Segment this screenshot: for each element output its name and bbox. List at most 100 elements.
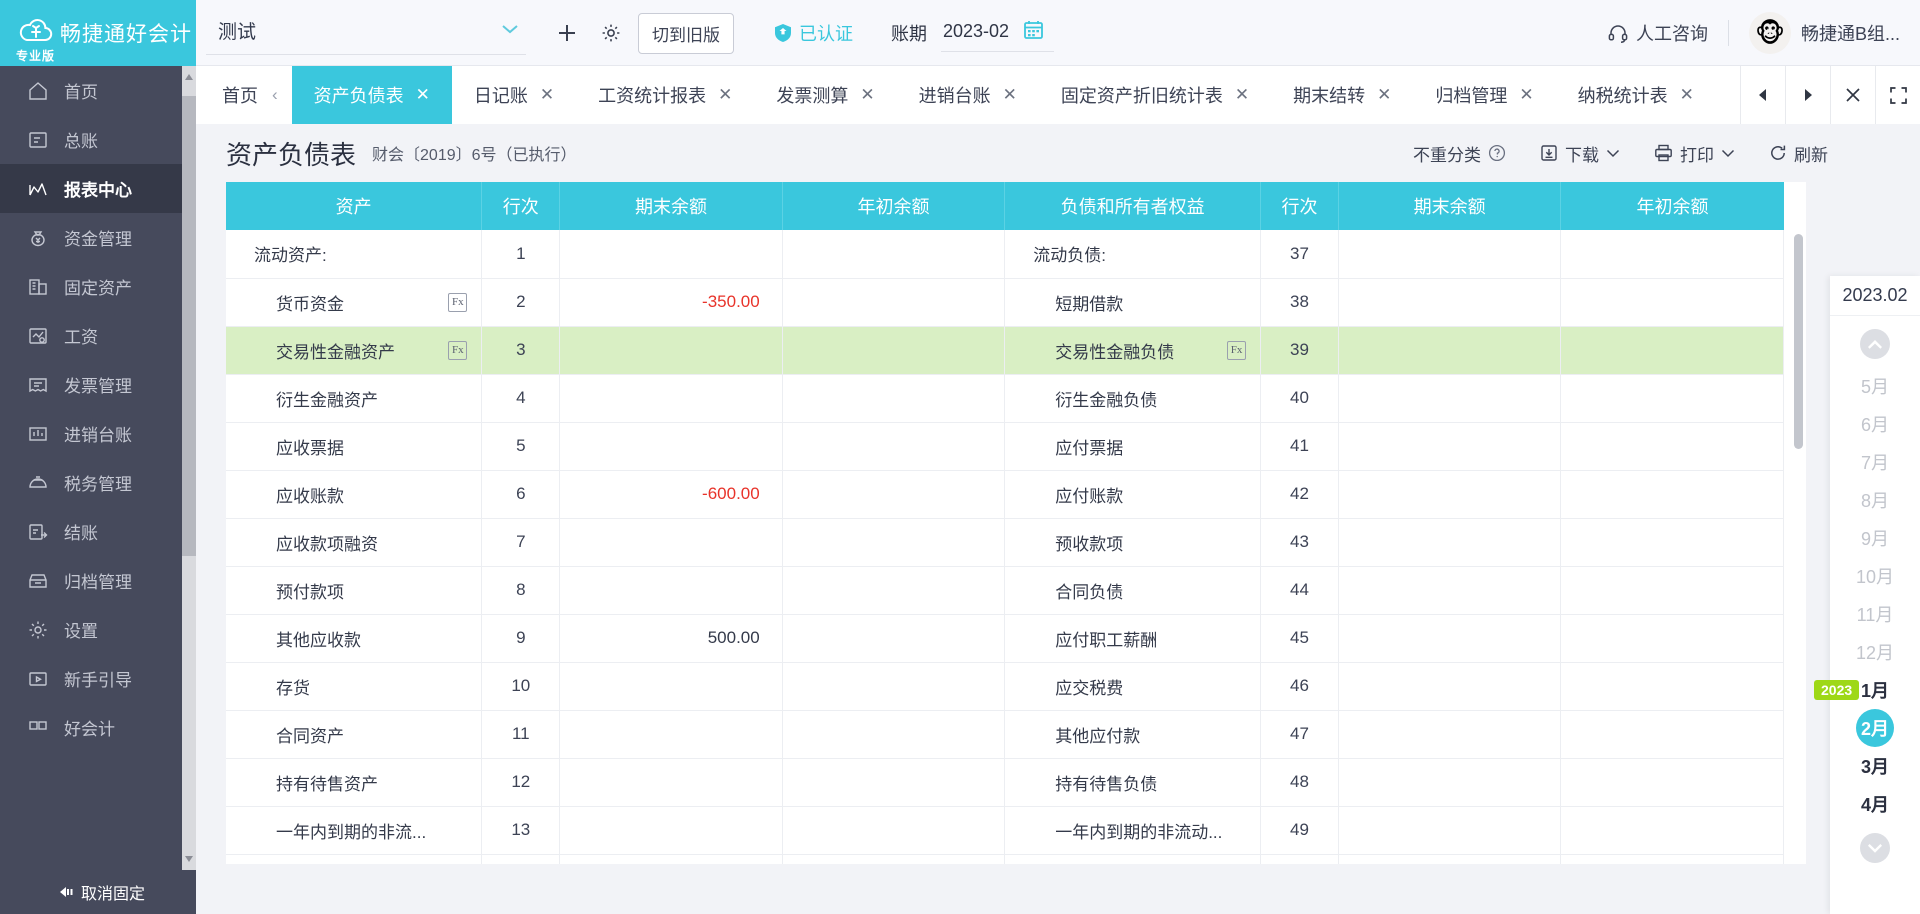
- tab-payroll-report[interactable]: 工资统计报表 ✕: [576, 66, 754, 124]
- cell-beginning-balance[interactable]: [1560, 470, 1784, 519]
- help-circle-icon[interactable]: [1488, 144, 1506, 162]
- cell-beginning-balance[interactable]: [1560, 374, 1784, 423]
- cell-item[interactable]: 交易性金融负债 Fx: [1004, 326, 1262, 375]
- cell-ending-balance[interactable]: [1338, 614, 1562, 663]
- column-header-liability[interactable]: 负债和所有者权益: [1004, 182, 1262, 230]
- cell-item[interactable]: 其他应付款: [1004, 710, 1262, 759]
- cell-ending-balance[interactable]: [559, 662, 783, 711]
- cell-ending-balance[interactable]: [559, 566, 783, 615]
- close-icon[interactable]: ✕: [539, 85, 555, 104]
- table-row[interactable]: 预付款项 8 合同负债 44: [226, 566, 1784, 615]
- close-icon[interactable]: ✕: [1377, 85, 1392, 104]
- cell-ending-balance[interactable]: [559, 806, 783, 855]
- cell-item[interactable]: 其他应收款: [226, 614, 483, 663]
- cell-ending-balance[interactable]: [1338, 710, 1562, 759]
- sidebar-scroll-down-icon[interactable]: [182, 848, 196, 870]
- add-button[interactable]: [550, 16, 584, 50]
- cell-item[interactable]: 应付职工薪酬: [1004, 614, 1262, 663]
- table-scrollbar[interactable]: [1794, 234, 1803, 859]
- cell-item[interactable]: 合同负债: [1004, 566, 1262, 615]
- sidebar-item-fund-management[interactable]: 资金管理: [0, 213, 196, 262]
- sidebar-scrollbar[interactable]: [182, 66, 196, 870]
- month-item[interactable]: 2月: [1856, 709, 1894, 747]
- close-icon[interactable]: ✕: [1234, 85, 1250, 104]
- print-button[interactable]: 打印: [1654, 141, 1735, 166]
- month-item[interactable]: 10月: [1847, 557, 1903, 595]
- cell-item[interactable]: 短期借款: [1004, 278, 1262, 327]
- sidebar-item-ledger[interactable]: 总账: [0, 115, 196, 164]
- cell-item[interactable]: 应付票据: [1004, 422, 1262, 471]
- cell-beginning-balance[interactable]: [1560, 326, 1784, 375]
- month-item[interactable]: 3月: [1847, 747, 1903, 785]
- table-row[interactable]: 应收账款 6 -600.00 应付账款 42: [226, 470, 1784, 519]
- cell-item[interactable]: 货币资金 Fx: [226, 278, 483, 327]
- column-header-asset[interactable]: 资产: [226, 182, 483, 230]
- cell-beginning-balance[interactable]: [1560, 566, 1784, 615]
- column-header-liability-ending[interactable]: 期末余额: [1338, 182, 1562, 230]
- cell-item[interactable]: 其他流动资产: [226, 854, 483, 864]
- cell-beginning-balance[interactable]: [782, 614, 1006, 663]
- month-item[interactable]: 7月: [1847, 443, 1903, 481]
- tab-tax-statistics[interactable]: 纳税统计表 ✕: [1556, 66, 1716, 124]
- cell-item[interactable]: 一年内到期的非流动...: [1004, 806, 1262, 855]
- cell-beginning-balance[interactable]: [1560, 806, 1784, 855]
- cell-item[interactable]: 应收账款: [226, 470, 483, 519]
- cell-beginning-balance[interactable]: [782, 758, 1006, 807]
- month-item[interactable]: 2023 1月: [1814, 671, 1903, 709]
- avatar[interactable]: 🐵: [1748, 12, 1791, 54]
- cell-ending-balance[interactable]: [1338, 854, 1562, 864]
- sidebar-item-invoice-management[interactable]: 发票管理: [0, 360, 196, 409]
- cell-item[interactable]: 应付账款: [1004, 470, 1262, 519]
- column-header-asset-line[interactable]: 行次: [481, 182, 561, 230]
- cell-ending-balance[interactable]: [559, 230, 783, 279]
- cell-ending-balance[interactable]: [559, 422, 783, 471]
- tab-fixed-asset-depreciation[interactable]: 固定资产折旧统计表 ✕: [1039, 66, 1271, 124]
- cell-ending-balance[interactable]: [1338, 758, 1562, 807]
- sidebar-item-settlement[interactable]: 结账: [0, 507, 196, 556]
- cell-item[interactable]: 流动资产:: [226, 230, 483, 279]
- cell-item[interactable]: 应交税费: [1004, 662, 1262, 711]
- cell-item[interactable]: 应收票据: [226, 422, 483, 471]
- tab-scroll-right-button[interactable]: [1785, 66, 1830, 124]
- table-row[interactable]: 货币资金 Fx 2 -350.00 短期借款 38: [226, 278, 1784, 327]
- cell-beginning-balance[interactable]: [1560, 710, 1784, 759]
- cell-beginning-balance[interactable]: [782, 374, 1006, 423]
- cell-ending-balance[interactable]: [559, 758, 783, 807]
- table-row[interactable]: 应收票据 5 应付票据 41: [226, 422, 1784, 471]
- chevron-down-circle-icon[interactable]: [1860, 833, 1890, 863]
- tab-balance-sheet[interactable]: 资产负债表 ✕: [291, 66, 452, 124]
- table-row[interactable]: 流动资产: 1 流动负债: 37: [226, 230, 1784, 279]
- cell-beginning-balance[interactable]: [782, 278, 1006, 327]
- cell-beginning-balance[interactable]: [1560, 422, 1784, 471]
- download-button[interactable]: 下载: [1540, 141, 1620, 166]
- cell-ending-balance[interactable]: [1338, 278, 1562, 327]
- cell-ending-balance[interactable]: 500.00: [559, 614, 783, 663]
- cell-ending-balance[interactable]: [1338, 806, 1562, 855]
- table-scroll-thumb[interactable]: [1794, 234, 1803, 449]
- cell-beginning-balance[interactable]: [782, 566, 1006, 615]
- cell-beginning-balance[interactable]: [782, 518, 1006, 567]
- table-row[interactable]: 存货 10 应交税费 46: [226, 662, 1784, 711]
- cell-item[interactable]: 预收款项: [1004, 518, 1262, 567]
- cell-ending-balance[interactable]: [1338, 662, 1562, 711]
- table-row[interactable]: 持有待售资产 12 持有待售负债 48: [226, 758, 1784, 807]
- cell-beginning-balance[interactable]: [782, 662, 1006, 711]
- cell-beginning-balance[interactable]: [782, 470, 1006, 519]
- table-row[interactable]: 其他应收款 9 500.00 应付职工薪酬 45: [226, 614, 1784, 663]
- month-item[interactable]: 8月: [1847, 481, 1903, 519]
- tab-stock-ledger[interactable]: 进销台账 ✕: [897, 66, 1039, 124]
- cell-ending-balance[interactable]: [1338, 470, 1562, 519]
- sidebar-item-good-accounting[interactable]: 好会计: [0, 703, 196, 752]
- tab-invoice-estimate[interactable]: 发票测算 ✕: [754, 66, 896, 124]
- formula-icon[interactable]: Fx: [1227, 340, 1247, 360]
- sidebar-item-home[interactable]: 首页: [0, 66, 196, 115]
- cell-item[interactable]: 应收款项融资: [226, 518, 483, 567]
- period-selector[interactable]: 2023-02: [941, 15, 1055, 52]
- tab-journal[interactable]: 日记账 ✕: [452, 66, 576, 124]
- cell-beginning-balance[interactable]: [782, 230, 1006, 279]
- tab-archive-management[interactable]: 归档管理 ✕: [1413, 66, 1555, 124]
- cell-beginning-balance[interactable]: [782, 326, 1006, 375]
- sidebar-item-stock-ledger[interactable]: 进销台账: [0, 409, 196, 458]
- formula-icon[interactable]: Fx: [448, 340, 468, 360]
- table-row[interactable]: 一年内到期的非流... 13 一年内到期的非流动... 49: [226, 806, 1784, 855]
